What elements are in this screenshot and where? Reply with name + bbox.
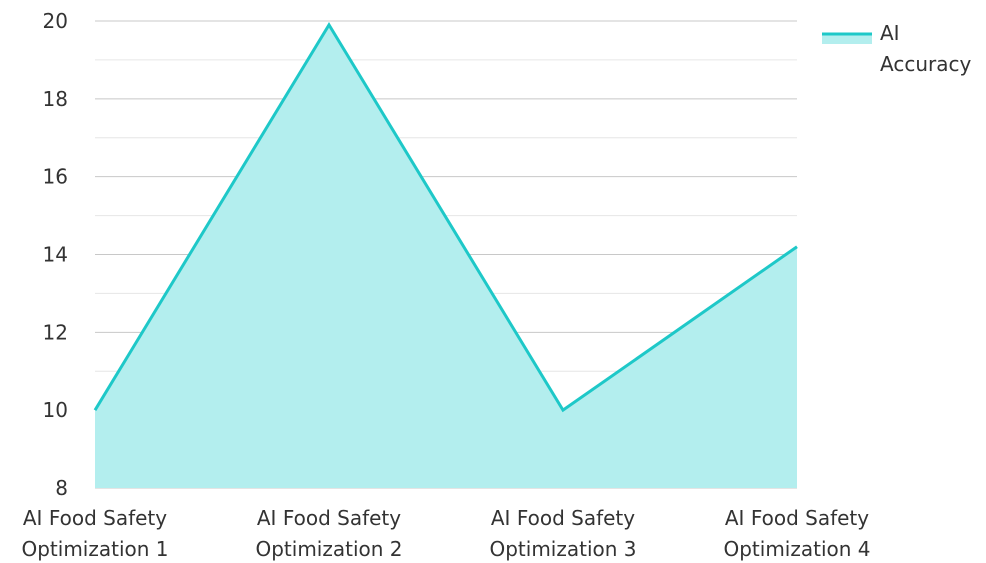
x-tick-label-line: AI Food Safety <box>257 506 401 530</box>
y-tick-label: 12 <box>43 320 68 344</box>
y-tick-label: 18 <box>43 87 68 111</box>
x-tick-label-line: AI Food Safety <box>491 506 635 530</box>
x-axis: AI Food Safety Optimization 1AI Food Safe… <box>21 506 870 561</box>
legend-label: AI Accuracy <box>880 21 971 76</box>
y-tick-label: 8 <box>55 476 68 500</box>
legend-label-line: AI <box>880 21 900 45</box>
x-tick-label: AI Food Safety Optimization 4 <box>723 506 870 561</box>
x-tick-label-line: Optimization 2 <box>255 537 402 561</box>
x-tick-label-line: AI Food Safety <box>725 506 869 530</box>
x-tick-label-line: Optimization 4 <box>723 537 870 561</box>
y-tick-label: 14 <box>43 243 68 267</box>
x-tick-label-line: AI Food Safety <box>23 506 167 530</box>
y-tick-label: 20 <box>43 9 68 33</box>
x-tick-label: AI Food Safety Optimization 2 <box>255 506 402 561</box>
legend-swatch-fill <box>822 34 872 44</box>
x-tick-label-line: Optimization 1 <box>21 537 168 561</box>
legend: AI Accuracy <box>822 21 971 76</box>
x-tick-label-line: Optimization 3 <box>489 537 636 561</box>
y-tick-label: 10 <box>43 398 68 422</box>
series-line <box>93 22 798 413</box>
x-tick-label: AI Food Safety Optimization 1 <box>21 506 168 561</box>
series-area-fill <box>95 24 797 489</box>
y-axis: 8 10 12 14 16 18 20 <box>43 9 68 500</box>
legend-label-line: Accuracy <box>880 52 971 76</box>
plot-area <box>93 22 798 489</box>
x-tick-label: AI Food Safety Optimization 3 <box>489 506 636 561</box>
y-tick-label: 16 <box>43 165 68 189</box>
